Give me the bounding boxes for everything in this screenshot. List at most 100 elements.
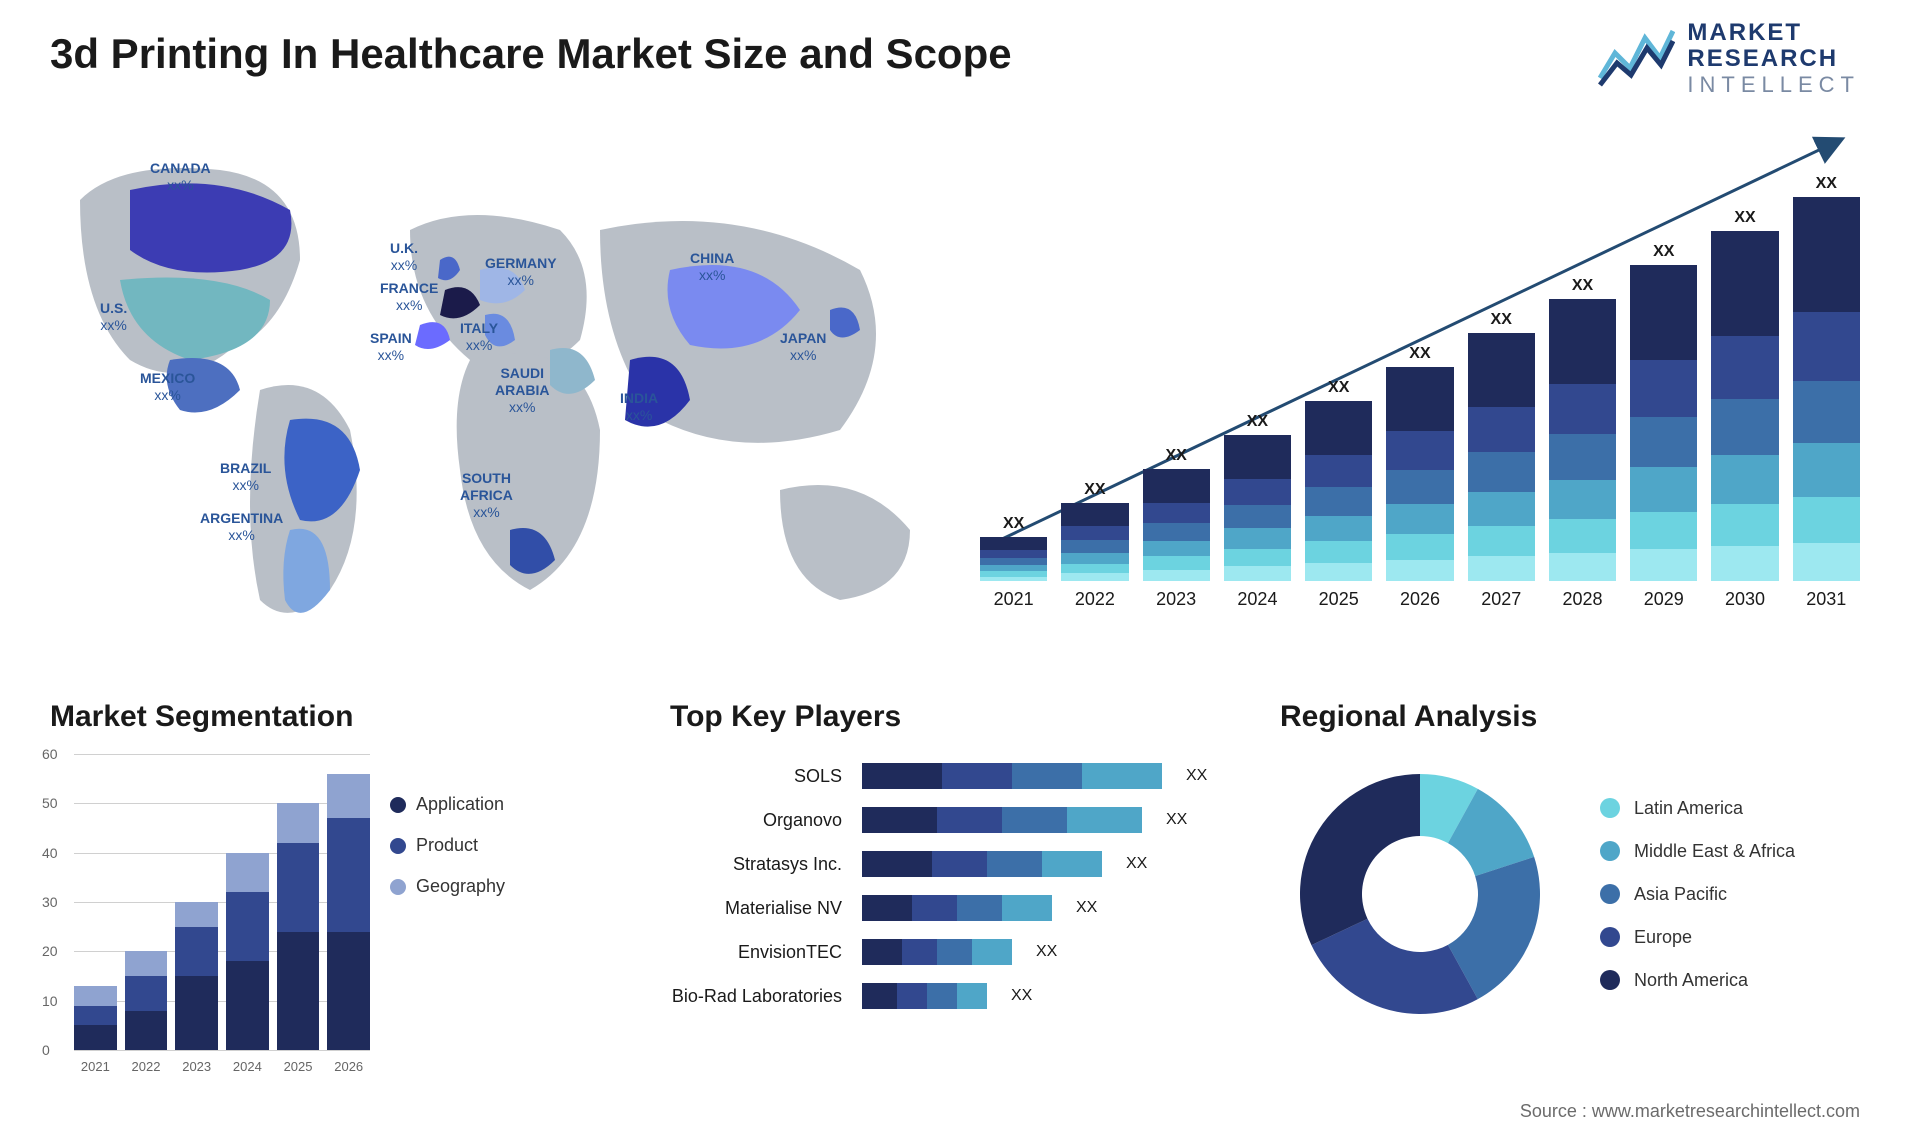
player-value: XX (1126, 855, 1147, 873)
growth-bar: XX 2029 (1630, 243, 1697, 610)
map-label: CANADAxx% (150, 160, 211, 194)
logo-icon (1595, 23, 1675, 93)
growth-bar-year: 2026 (1400, 589, 1440, 610)
growth-bar-year: 2021 (994, 589, 1034, 610)
regional-legend-item: Europe (1600, 927, 1795, 948)
player-bar (862, 983, 987, 1009)
map-label: MEXICOxx% (140, 370, 195, 404)
player-row: Stratasys Inc. XX (670, 842, 1230, 886)
segmentation-year: 2024 (226, 1059, 269, 1074)
player-value: XX (1011, 987, 1032, 1005)
growth-bar: XX 2030 (1711, 209, 1778, 610)
map-label: JAPANxx% (780, 330, 826, 364)
growth-bar-year: 2024 (1237, 589, 1277, 610)
growth-bar: XX 2028 (1549, 277, 1616, 610)
player-value: XX (1186, 767, 1207, 785)
growth-bar-value: XX (1084, 481, 1105, 499)
segmentation-bar (226, 754, 269, 1050)
map-label: U.K.xx% (390, 240, 418, 274)
growth-bar-value: XX (1165, 447, 1186, 465)
growth-bar-year: 2025 (1319, 589, 1359, 610)
segmentation-bar (125, 754, 168, 1050)
growth-bar-year: 2029 (1644, 589, 1684, 610)
player-bar (862, 807, 1142, 833)
player-name: EnvisionTEC (670, 942, 850, 963)
regional-legend-item: Asia Pacific (1600, 884, 1795, 905)
player-value: XX (1166, 811, 1187, 829)
logo-line2: RESEARCH (1687, 46, 1860, 72)
map-label: U.S.xx% (100, 300, 127, 334)
world-map-panel: CANADAxx% U.S.xx% MEXICOxx% BRAZILxx% ARGENT… (40, 130, 940, 650)
map-label: CHINAxx% (690, 250, 734, 284)
growth-bar-year: 2031 (1806, 589, 1846, 610)
player-name: Stratasys Inc. (670, 854, 850, 875)
source-attribution: Source : www.marketresearchintellect.com (1520, 1101, 1860, 1122)
growth-bar: XX 2027 (1468, 311, 1535, 610)
growth-bar: XX 2024 (1224, 413, 1291, 610)
growth-bar: XX 2026 (1386, 345, 1453, 610)
regional-legend-item: North America (1600, 970, 1795, 991)
map-label: BRAZILxx% (220, 460, 271, 494)
regional-title: Regional Analysis (1280, 700, 1880, 734)
player-row: Bio-Rad LaboratoriesXX (670, 974, 1230, 1018)
player-bar (862, 895, 1052, 921)
segmentation-legend-item: Geography (390, 876, 505, 897)
map-label: SOUTHAFRICAxx% (460, 470, 513, 520)
growth-bar-value: XX (1734, 209, 1755, 227)
segmentation-year: 2023 (175, 1059, 218, 1074)
map-label: FRANCExx% (380, 280, 438, 314)
growth-bar-value: XX (1247, 413, 1268, 431)
growth-bar: XX2025 (1305, 379, 1372, 610)
segmentation-year: 2025 (277, 1059, 320, 1074)
segmentation-bar (175, 754, 218, 1050)
growth-bar-year: 2030 (1725, 589, 1765, 610)
segmentation-legend-item: Application (390, 794, 505, 815)
growth-bar-year: 2023 (1156, 589, 1196, 610)
player-name: SOLS (670, 766, 850, 787)
growth-bar-year: 2027 (1481, 589, 1521, 610)
growth-bar-value: XX (1653, 243, 1674, 261)
segmentation-year: 2021 (74, 1059, 117, 1074)
growth-bar-year: 2028 (1562, 589, 1602, 610)
player-name: Organovo (670, 810, 850, 831)
player-bar (862, 763, 1162, 789)
map-label: GERMANYxx% (485, 255, 557, 289)
segmentation-bar (327, 754, 370, 1050)
growth-bar-value: XX (1491, 311, 1512, 329)
player-bar (862, 851, 1102, 877)
player-value: XX (1076, 899, 1097, 917)
segmentation-legend-item: Product (390, 835, 505, 856)
growth-bar: XX2022 (1061, 481, 1128, 610)
donut-slice (1300, 774, 1420, 945)
growth-bar-value: XX (1409, 345, 1430, 363)
player-bar (862, 939, 1012, 965)
segmentation-year: 2026 (327, 1059, 370, 1074)
map-label: ITALYxx% (460, 320, 498, 354)
map-label: INDIAxx% (620, 390, 658, 424)
segmentation-bar (74, 754, 117, 1050)
player-value: XX (1036, 943, 1057, 961)
growth-bar-value: XX (1003, 515, 1024, 533)
growth-bar: XX2031 (1793, 175, 1860, 610)
regional-legend-item: Middle East & Africa (1600, 841, 1795, 862)
player-row: Materialise NV XX (670, 886, 1230, 930)
player-row: EnvisionTEC XX (670, 930, 1230, 974)
players-title: Top Key Players (670, 700, 1230, 734)
player-row: SOLS XX (670, 754, 1230, 798)
map-label: ARGENTINAxx% (200, 510, 283, 544)
regional-legend: Latin America Middle East & Africa Asia Pa… (1600, 798, 1795, 991)
growth-bar-value: XX (1572, 277, 1593, 295)
player-row: Organovo XX (670, 798, 1230, 842)
segmentation-chart: 0102030405060 202120222023202420252026 (50, 754, 370, 1074)
map-label: SPAINxx% (370, 330, 412, 364)
page-title: 3d Printing In Healthcare Market Size an… (50, 30, 1012, 78)
player-name: Materialise NV (670, 898, 850, 919)
growth-bar: XX 2021 (980, 515, 1047, 610)
players-panel: Top Key Players SOLSXXOrganovoXXStratasy… (670, 700, 1230, 1018)
growth-bar: XX 2023 (1143, 447, 1210, 610)
logo-line3: INTELLECT (1687, 73, 1860, 97)
regional-donut (1280, 754, 1560, 1034)
regional-legend-item: Latin America (1600, 798, 1795, 819)
segmentation-legend: Application Product Geography (390, 754, 505, 1074)
segmentation-year: 2022 (125, 1059, 168, 1074)
